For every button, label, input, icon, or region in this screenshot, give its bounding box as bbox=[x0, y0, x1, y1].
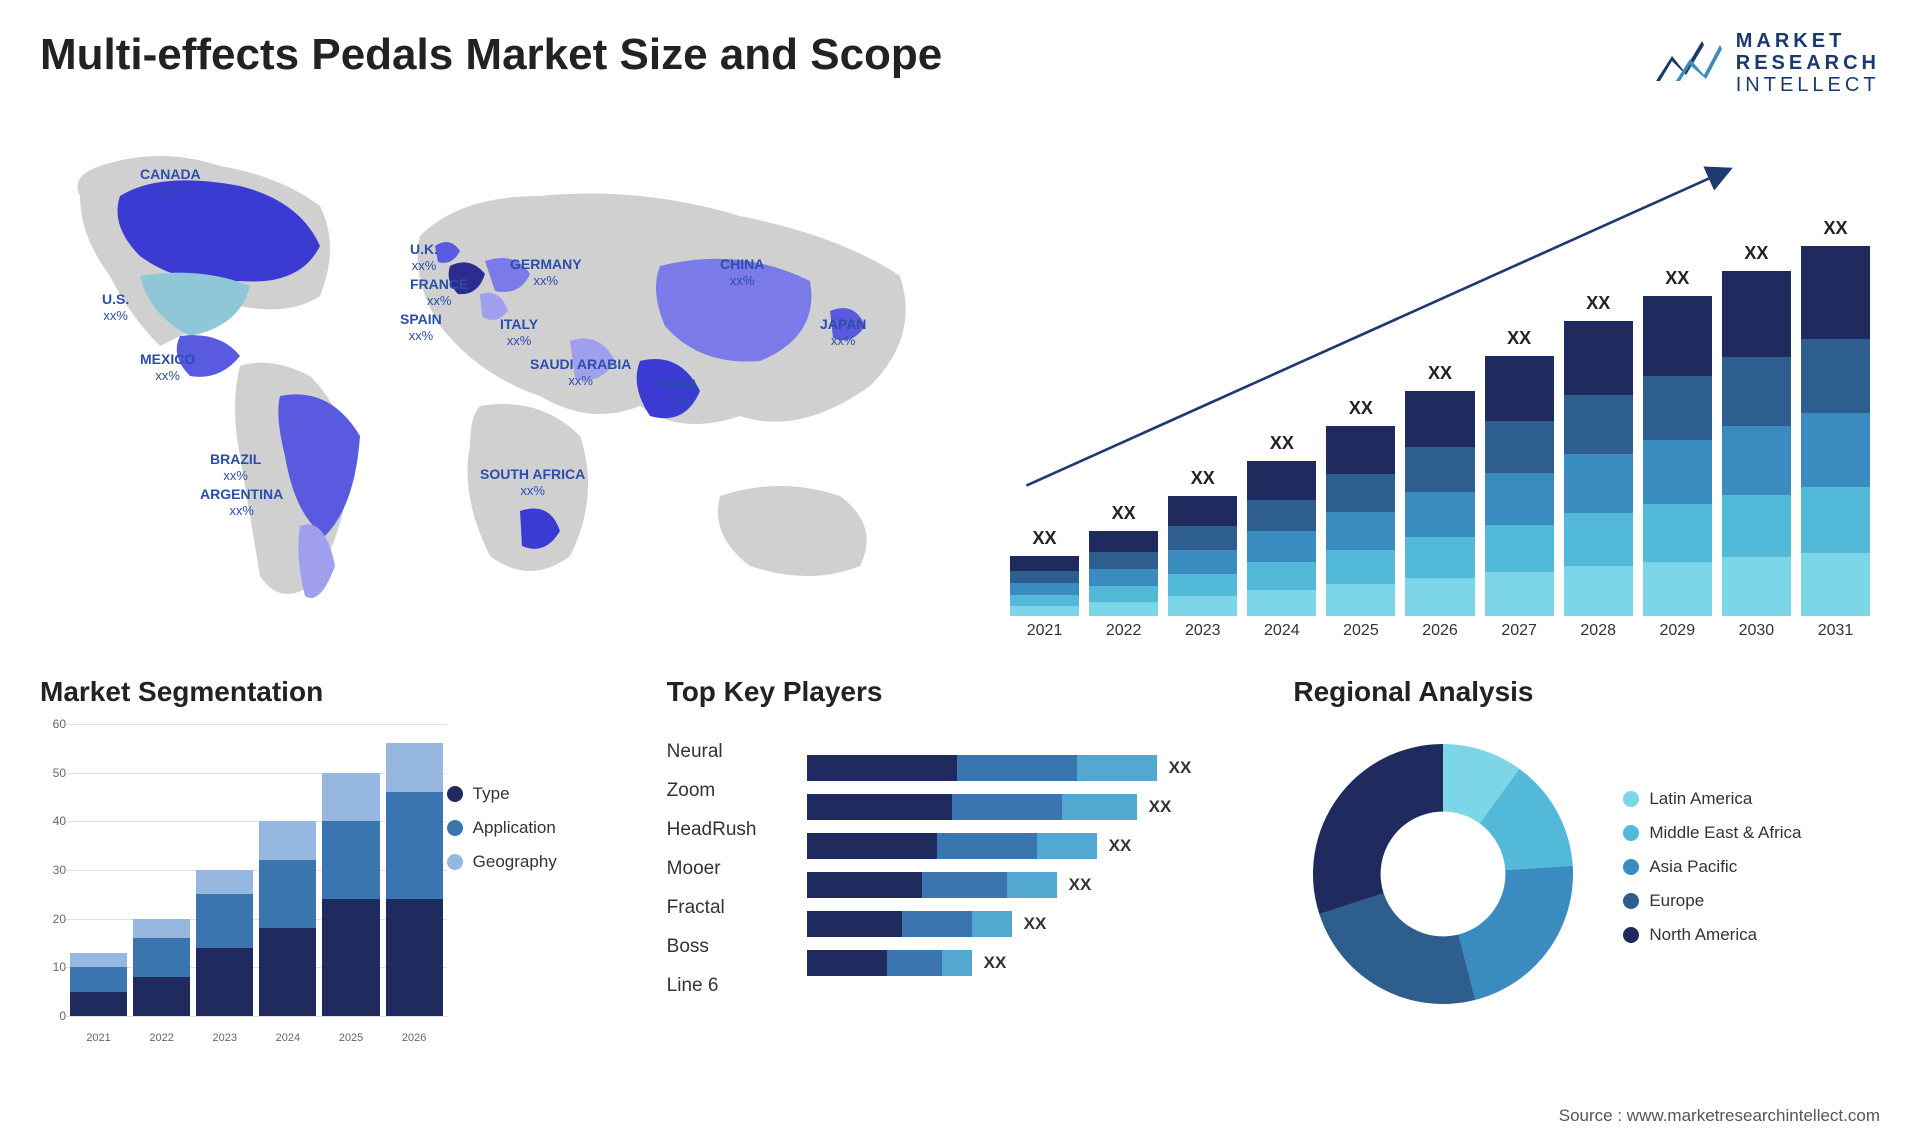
player-name: Neural bbox=[667, 732, 807, 771]
growth-bar: XX bbox=[1722, 271, 1791, 616]
legend-item: Geography bbox=[447, 852, 627, 872]
regional-legend: Latin America Middle East & Africa Asia Pa… bbox=[1593, 789, 1880, 959]
map-label: SPAINxx% bbox=[400, 311, 442, 344]
header: Multi-effects Pedals Market Size and Sco… bbox=[40, 30, 1880, 96]
logo-text: MARKET RESEARCH INTELLECT bbox=[1736, 30, 1880, 96]
player-name: Line 6 bbox=[667, 966, 807, 1005]
source-text: Source : www.marketresearchintellect.com bbox=[1559, 1106, 1880, 1126]
player-name: Fractal bbox=[667, 888, 807, 927]
growth-bar: XX bbox=[1643, 296, 1712, 616]
map-label: INDIAxx% bbox=[660, 376, 698, 409]
map-label: U.S.xx% bbox=[102, 291, 129, 324]
growth-bar: XX bbox=[1801, 246, 1870, 616]
segmentation-section: Market Segmentation 0102030405060 202120… bbox=[40, 676, 627, 1076]
growth-bar: XX bbox=[1564, 321, 1633, 616]
player-bar-row: XX bbox=[807, 865, 1254, 904]
map-label: ARGENTINAxx% bbox=[200, 486, 283, 519]
growth-bar: XX bbox=[1405, 391, 1474, 616]
segmentation-chart: 0102030405060 202120222023202420252026 bbox=[40, 724, 447, 1044]
segmentation-legend: Type Application Geography bbox=[447, 724, 627, 1044]
growth-bar: XX bbox=[1485, 356, 1554, 616]
map-label: U.K.xx% bbox=[410, 241, 438, 274]
map-label: FRANCExx% bbox=[410, 276, 468, 309]
player-name: Mooer bbox=[667, 849, 807, 888]
top-row: CANADAxx% U.S.xx% MEXICOxx% BRAZILxx%ARGENT… bbox=[40, 116, 1880, 636]
player-name: Boss bbox=[667, 927, 807, 966]
logo: MARKET RESEARCH INTELLECT bbox=[1654, 30, 1880, 96]
player-name: HeadRush bbox=[667, 810, 807, 849]
legend-item: Europe bbox=[1623, 891, 1880, 911]
donut-slice bbox=[1320, 893, 1476, 1004]
legend-item: North America bbox=[1623, 925, 1880, 945]
growth-bar: XX bbox=[1010, 556, 1079, 616]
map-label: ITALYxx% bbox=[500, 316, 538, 349]
legend-item: Middle East & Africa bbox=[1623, 823, 1880, 843]
map-label: CANADAxx% bbox=[140, 166, 201, 199]
world-map-panel: CANADAxx% U.S.xx% MEXICOxx% BRAZILxx%ARGENT… bbox=[40, 116, 960, 636]
map-label: JAPANxx% bbox=[820, 316, 866, 349]
players-section: Top Key Players NeuralZoomHeadRushMooerF… bbox=[667, 676, 1254, 1076]
growth-xaxis: 2021202220232024202520262027202820292030… bbox=[1000, 616, 1880, 640]
logo-mark-icon bbox=[1654, 31, 1724, 96]
growth-bar: XX bbox=[1168, 496, 1237, 616]
growth-bar: XX bbox=[1089, 531, 1158, 616]
map-label: SAUDI ARABIAxx% bbox=[530, 356, 631, 389]
seg-bar bbox=[322, 773, 379, 1016]
segmentation-title: Market Segmentation bbox=[40, 676, 627, 708]
regional-title: Regional Analysis bbox=[1293, 676, 1880, 708]
map-label: GERMANYxx% bbox=[510, 256, 582, 289]
legend-item: Asia Pacific bbox=[1623, 857, 1880, 877]
map-label: CHINAxx% bbox=[720, 256, 764, 289]
legend-item: Type bbox=[447, 784, 627, 804]
seg-bar bbox=[259, 821, 316, 1016]
player-bar-row: XX bbox=[807, 904, 1254, 943]
seg-bar bbox=[133, 919, 190, 1016]
regional-section: Regional Analysis Latin America Middle Ea… bbox=[1293, 676, 1880, 1076]
map-label: SOUTH AFRICAxx% bbox=[480, 466, 585, 499]
player-bar-row: XX bbox=[807, 748, 1254, 787]
legend-item: Latin America bbox=[1623, 789, 1880, 809]
players-title: Top Key Players bbox=[667, 676, 1254, 708]
map-label: BRAZILxx% bbox=[210, 451, 261, 484]
seg-bar bbox=[196, 870, 253, 1016]
legend-item: Application bbox=[447, 818, 627, 838]
regional-donut-chart bbox=[1293, 724, 1593, 1024]
growth-chart-panel: XXXXXXXXXXXXXXXXXXXXXX 20212022202320242… bbox=[1000, 116, 1880, 636]
map-label: MEXICOxx% bbox=[140, 351, 195, 384]
bottom-row: Market Segmentation 0102030405060 202120… bbox=[40, 676, 1880, 1076]
player-bar-row: XX bbox=[807, 943, 1254, 982]
page-title: Multi-effects Pedals Market Size and Sco… bbox=[40, 30, 942, 80]
player-name: Zoom bbox=[667, 771, 807, 810]
seg-bar bbox=[386, 743, 443, 1016]
seg-bar bbox=[70, 953, 127, 1016]
growth-bar: XX bbox=[1326, 426, 1395, 616]
growth-chart: XXXXXXXXXXXXXXXXXXXXXX bbox=[1000, 176, 1880, 616]
growth-bar: XX bbox=[1247, 461, 1316, 616]
player-bar-row: XX bbox=[807, 826, 1254, 865]
player-bars-chart: XXXXXXXXXXXX bbox=[807, 724, 1254, 1005]
donut-slice bbox=[1459, 866, 1573, 1000]
player-names: NeuralZoomHeadRushMooerFractalBossLine 6 bbox=[667, 724, 807, 1005]
player-bar-row: XX bbox=[807, 787, 1254, 826]
donut-slice bbox=[1313, 744, 1443, 914]
